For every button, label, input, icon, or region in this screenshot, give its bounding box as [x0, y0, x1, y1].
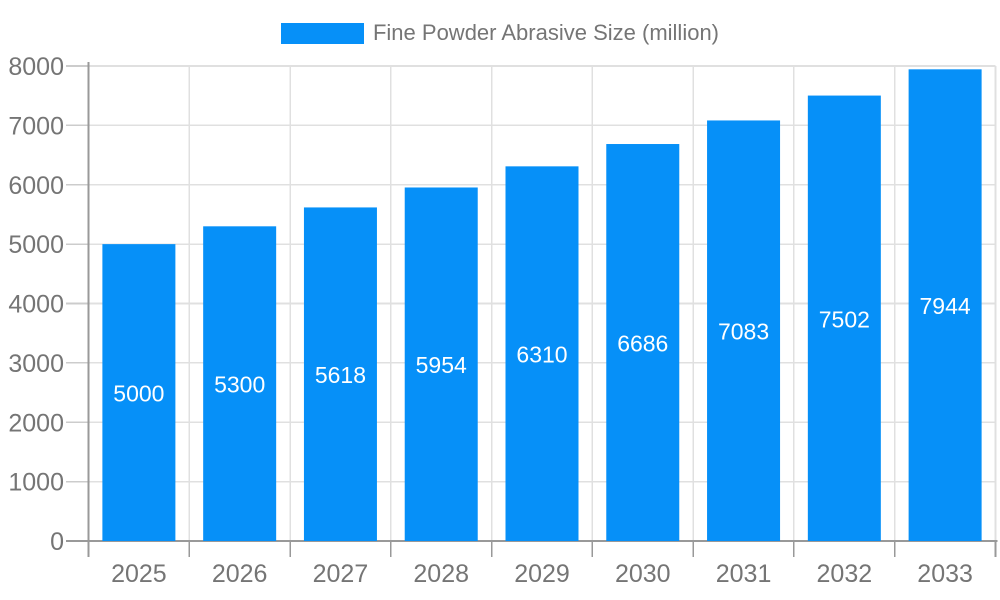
y-tick-label: 3000 — [8, 350, 64, 378]
y-tick-label: 1000 — [8, 469, 64, 497]
x-tick-label: 2026 — [212, 560, 268, 588]
bar-2026[interactable] — [203, 226, 277, 541]
bar-value-label: 6686 — [617, 331, 668, 357]
x-tick-label: 2031 — [716, 560, 772, 588]
legend-label: Fine Powder Abrasive Size (million) — [372, 20, 720, 45]
bar-2025[interactable] — [102, 244, 176, 541]
legend-swatch[interactable] — [280, 22, 364, 44]
y-tick-label: 6000 — [8, 172, 64, 200]
y-tick-label: 5000 — [8, 231, 64, 259]
y-tick-label: 4000 — [8, 291, 64, 319]
bar-value-label: 7944 — [920, 293, 971, 319]
bar-value-label: 5618 — [315, 362, 366, 388]
chart-legend[interactable]: Fine Powder Abrasive Size (million) — [0, 7, 1000, 59]
bar-2030[interactable] — [606, 144, 680, 542]
x-tick-label: 2028 — [413, 560, 469, 588]
bar-value-label: 7083 — [718, 319, 769, 345]
y-tick-label: 8000 — [8, 53, 64, 81]
bar-2028[interactable] — [404, 187, 478, 541]
bar-value-label: 6310 — [516, 342, 567, 368]
bar-2032[interactable] — [807, 95, 881, 541]
bar-2033[interactable] — [908, 69, 982, 541]
bar-2029[interactable] — [505, 166, 579, 541]
bar-2031[interactable] — [707, 120, 781, 542]
x-tick-label: 2032 — [817, 560, 873, 588]
y-tick-label: 0 — [50, 528, 64, 556]
x-tick-label: 2027 — [313, 560, 369, 588]
y-tick-label: 2000 — [8, 409, 64, 437]
x-tick-label: 2030 — [615, 560, 671, 588]
x-tick-label: 2033 — [917, 560, 973, 588]
bar-value-label: 7502 — [819, 306, 870, 332]
bar-value-label: 5000 — [113, 381, 164, 407]
bar-2027[interactable] — [303, 207, 377, 541]
y-tick-label: 7000 — [8, 112, 64, 140]
bar-value-label: 5300 — [214, 372, 265, 398]
x-tick-label: 2025 — [111, 560, 167, 588]
x-tick-label: 2029 — [514, 560, 570, 588]
bar-value-label: 5954 — [416, 352, 467, 378]
